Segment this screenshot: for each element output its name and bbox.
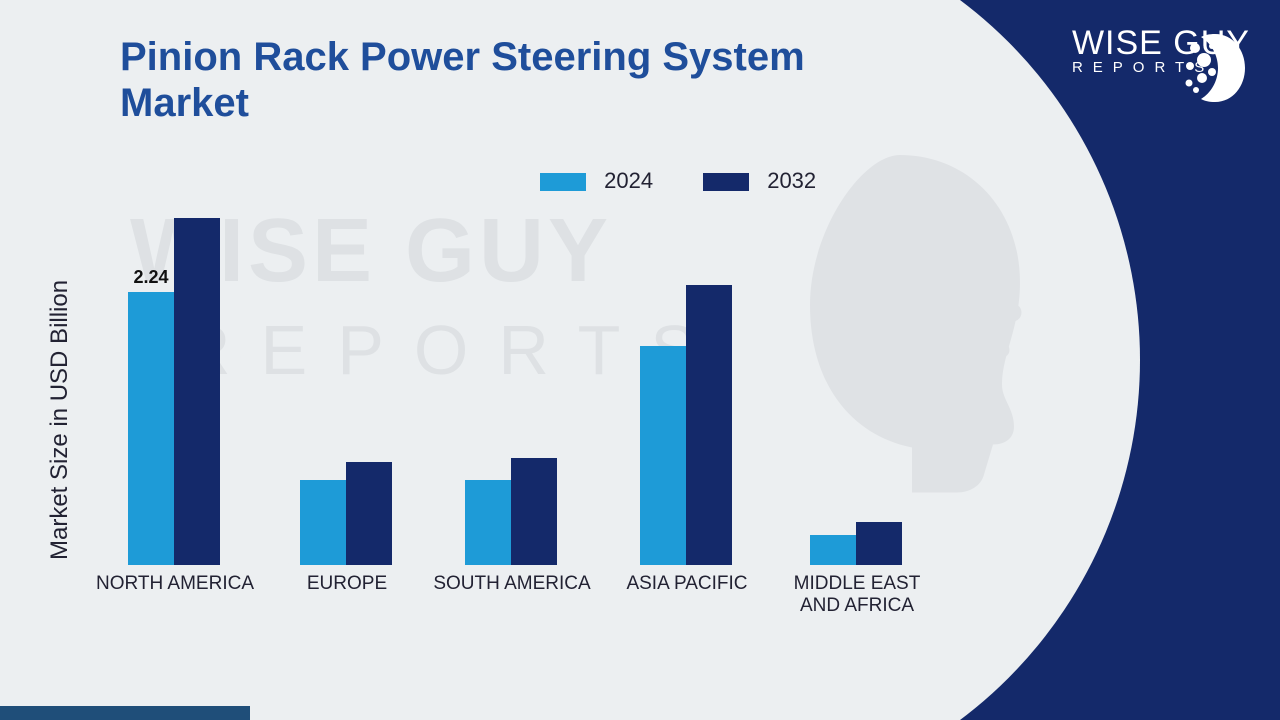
bar-2032 [856, 522, 902, 565]
logo-text-1: WISE GUY [1072, 28, 1250, 59]
category-label: EUROPE [267, 565, 427, 595]
chart-card: WISE GUY REPORTS Pinion Rack Power Steer… [0, 0, 1280, 720]
bar-2032 [346, 462, 392, 565]
accent-bar [0, 706, 250, 720]
bar-2024 [640, 346, 686, 565]
plot-area: 2.24NORTH AMERICAEUROPESOUTH AMERICAASIA… [110, 200, 930, 565]
bar-value-label: 2.24 [133, 267, 168, 288]
category-label: ASIA PACIFIC [607, 565, 767, 595]
bar-2024 [128, 292, 174, 565]
legend-item-2032: 2032 [703, 168, 816, 194]
legend-label-2024: 2024 [604, 168, 653, 193]
category-label: MIDDLE EAST AND AFRICA [777, 565, 937, 617]
brand-logo: WISE GUY REPORTS [1072, 28, 1250, 74]
bar-2024 [300, 480, 346, 565]
bar-2032 [686, 285, 732, 565]
legend: 2024 2032 [540, 168, 816, 194]
legend-swatch-2032 [703, 173, 749, 191]
legend-item-2024: 2024 [540, 168, 653, 194]
bar-2032 [511, 458, 557, 565]
legend-swatch-2024 [540, 173, 586, 191]
legend-label-2032: 2032 [767, 168, 816, 193]
logo-text-2: REPORTS [1072, 61, 1250, 75]
chart-title: Pinion Rack Power Steering System Market [120, 34, 880, 126]
bar-2032 [174, 218, 220, 565]
bar-2024 [465, 480, 511, 565]
category-label: NORTH AMERICA [95, 565, 255, 595]
y-axis-label: Market Size in USD Billion [46, 280, 74, 560]
bar-2024 [810, 535, 856, 565]
category-label: SOUTH AMERICA [432, 565, 592, 595]
